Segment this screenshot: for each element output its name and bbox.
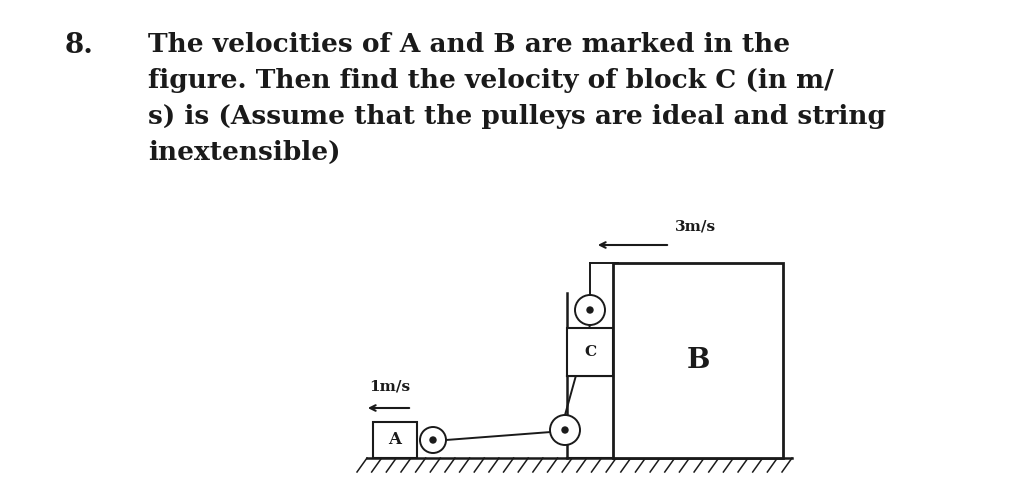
Circle shape: [420, 427, 446, 453]
Bar: [373, 422, 417, 458]
Circle shape: [575, 295, 605, 325]
Circle shape: [550, 415, 580, 445]
Circle shape: [430, 437, 436, 443]
Text: A: A: [388, 431, 401, 449]
Text: 8.: 8.: [65, 32, 94, 59]
Bar: [613, 263, 783, 458]
Text: 3m/s: 3m/s: [675, 219, 716, 233]
Text: B: B: [686, 347, 710, 374]
Text: C: C: [584, 345, 596, 359]
Text: 1m/s: 1m/s: [370, 380, 411, 394]
Circle shape: [587, 307, 593, 313]
Bar: [567, 328, 613, 376]
Text: The velocities of A and B are marked in the
figure. Then find the velocity of bl: The velocities of A and B are marked in …: [148, 32, 886, 165]
Circle shape: [562, 427, 568, 433]
